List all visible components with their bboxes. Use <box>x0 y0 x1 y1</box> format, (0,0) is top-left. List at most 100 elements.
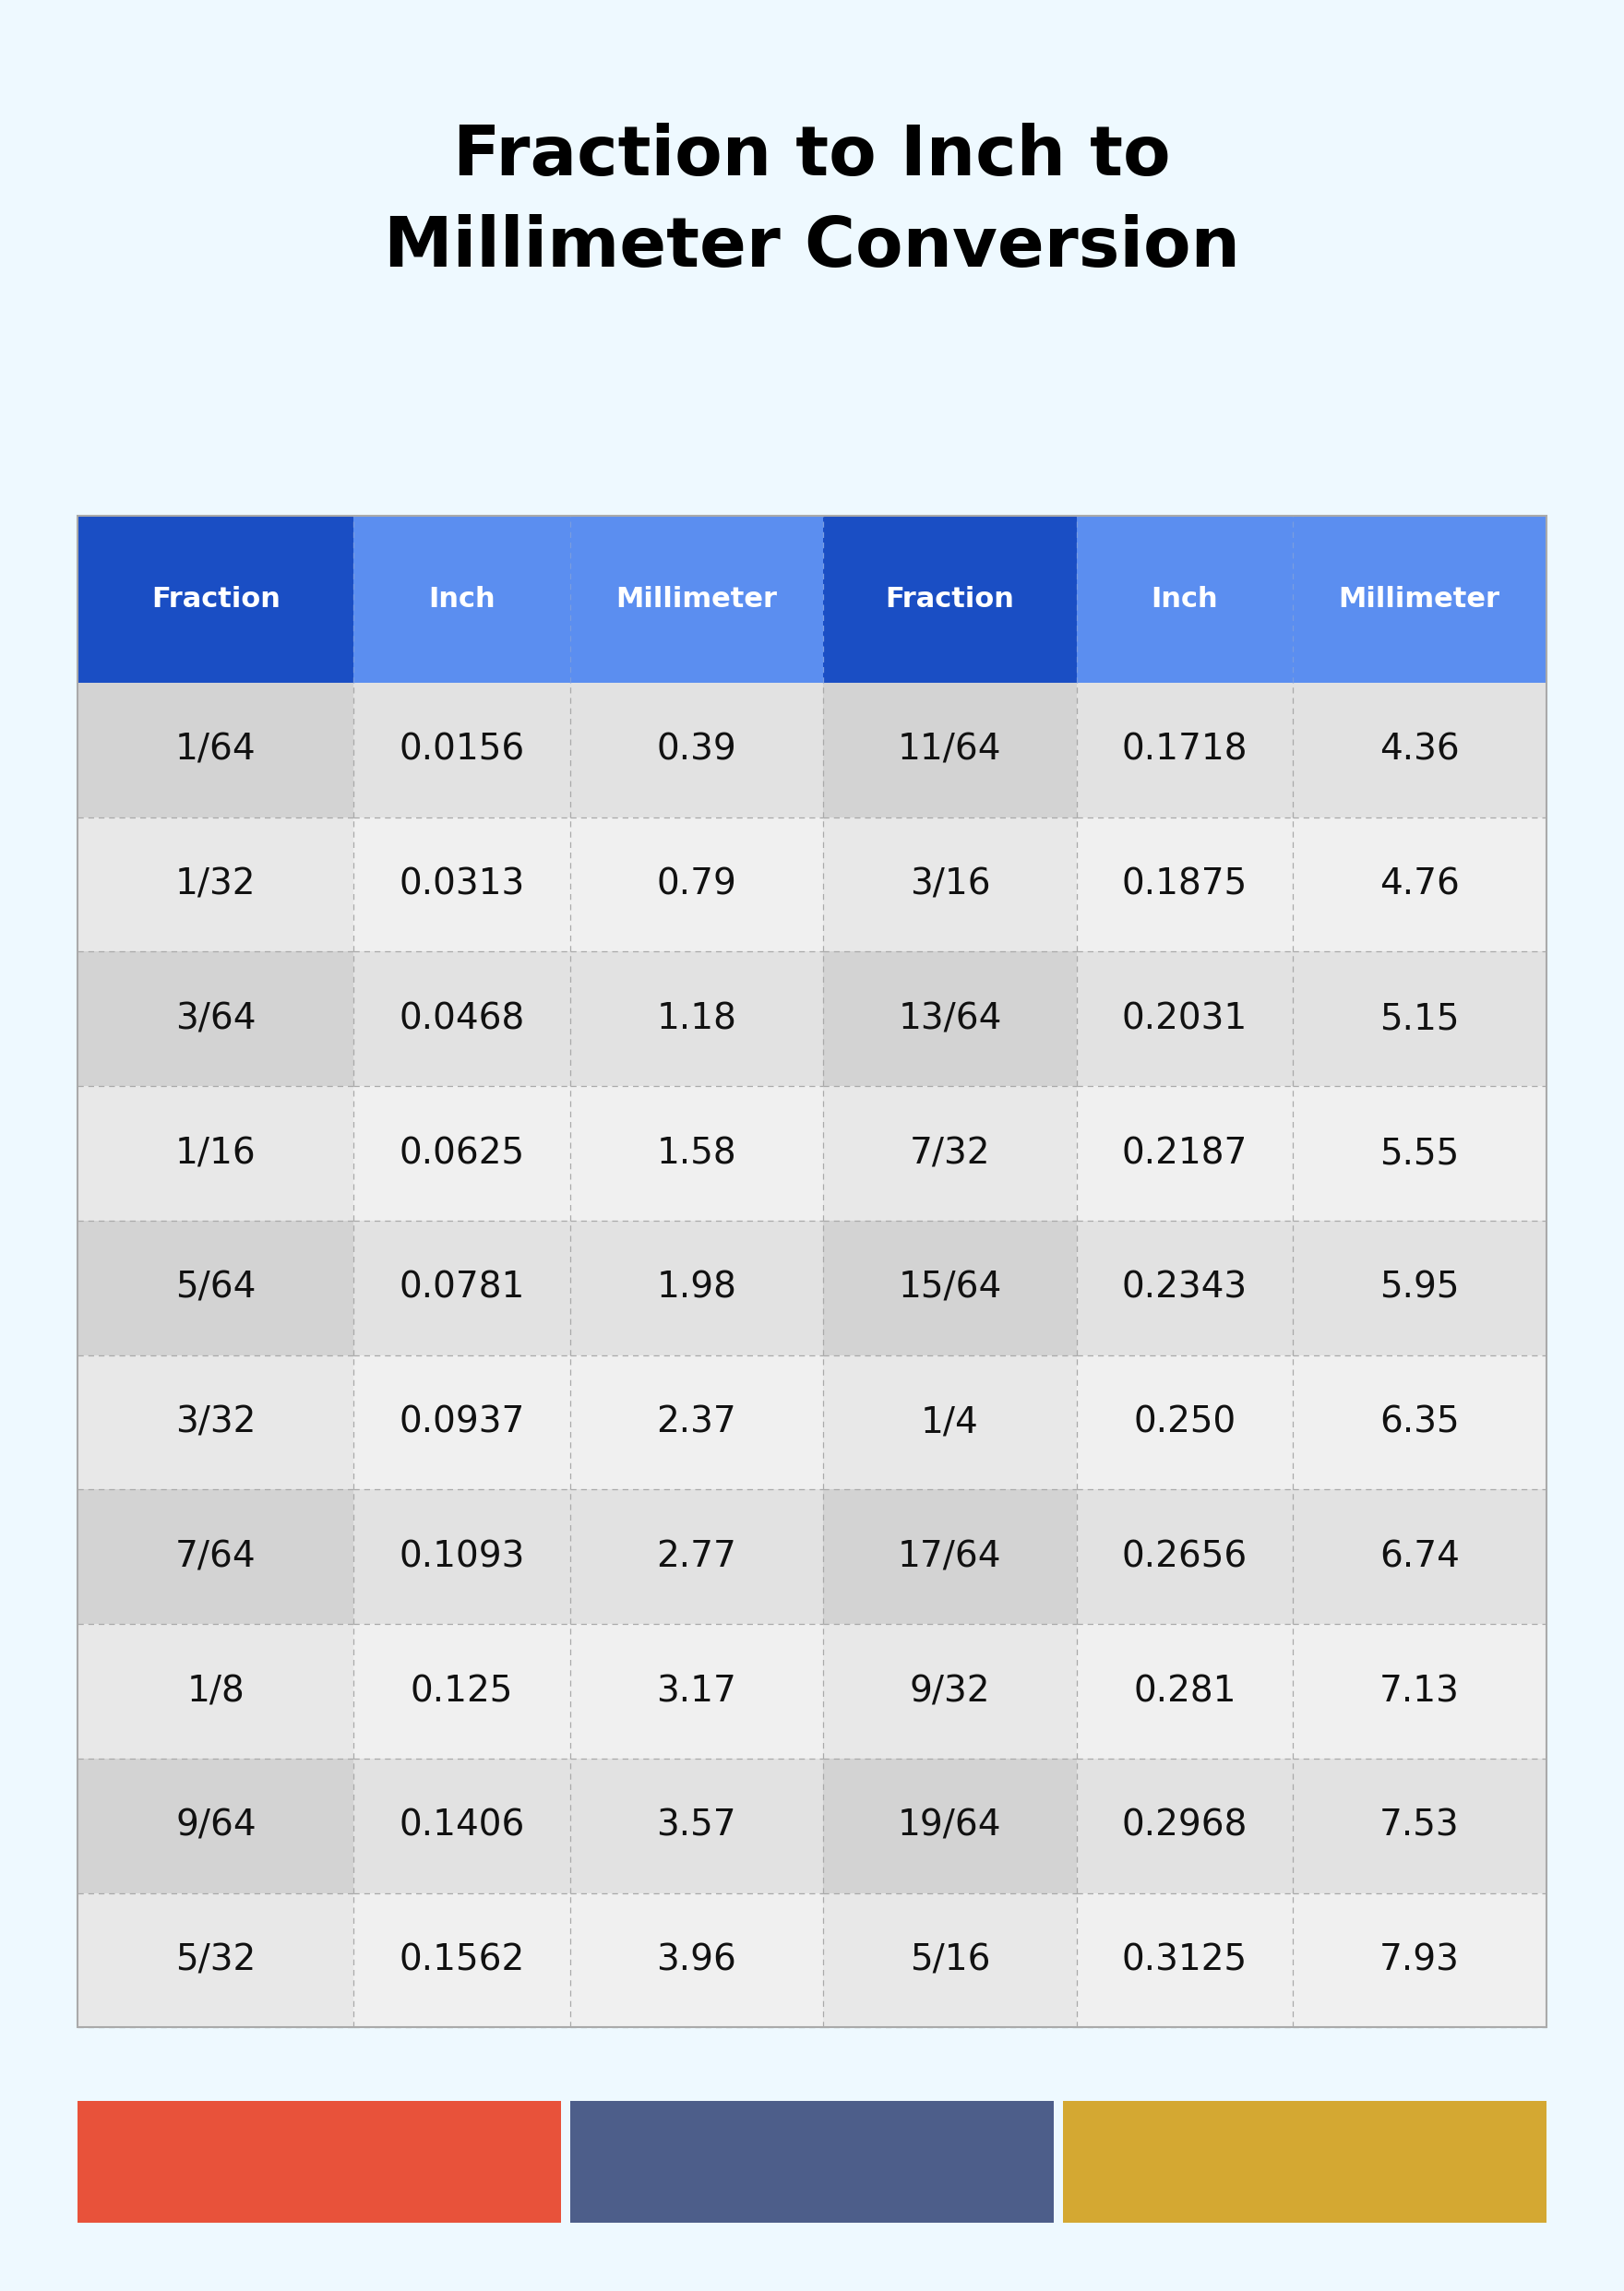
Text: 5/64: 5/64 <box>175 1269 257 1306</box>
Text: 5.15: 5.15 <box>1379 1001 1460 1036</box>
Text: 0.0937: 0.0937 <box>400 1404 525 1441</box>
Bar <box>823 1624 1077 1759</box>
Text: 11/64: 11/64 <box>898 733 1002 767</box>
Bar <box>1077 1354 1293 1489</box>
Bar <box>1293 515 1546 683</box>
Bar <box>354 1759 570 1892</box>
Bar <box>1293 683 1546 818</box>
Bar <box>570 1489 823 1624</box>
Bar <box>1293 1489 1546 1624</box>
Text: 0.0781: 0.0781 <box>400 1269 525 1306</box>
Bar <box>823 1759 1077 1892</box>
Text: 0.125: 0.125 <box>411 1675 513 1709</box>
Text: Millimeter Conversion: Millimeter Conversion <box>383 215 1241 282</box>
Text: 3/32: 3/32 <box>175 1404 257 1441</box>
Bar <box>823 1354 1077 1489</box>
Text: 0.0468: 0.0468 <box>400 1001 525 1036</box>
Bar <box>823 1086 1077 1221</box>
Text: 0.39: 0.39 <box>656 733 737 767</box>
Text: 5.55: 5.55 <box>1379 1136 1458 1171</box>
Text: 3.57: 3.57 <box>656 1808 736 1844</box>
Bar <box>354 1221 570 1354</box>
Bar <box>78 1354 354 1489</box>
Text: 0.1875: 0.1875 <box>1122 866 1247 903</box>
Bar <box>823 515 1077 683</box>
Bar <box>1293 1086 1546 1221</box>
Bar <box>823 1489 1077 1624</box>
Bar <box>1293 1892 1546 2028</box>
Bar <box>570 1759 823 1892</box>
Text: 1.18: 1.18 <box>656 1001 737 1036</box>
Text: 5/32: 5/32 <box>175 1943 257 1977</box>
Bar <box>1064 2101 1546 2222</box>
Bar <box>78 1489 354 1624</box>
Bar <box>570 1086 823 1221</box>
Bar <box>354 1624 570 1759</box>
Text: Fraction: Fraction <box>151 586 281 612</box>
Text: 7.93: 7.93 <box>1379 1943 1460 1977</box>
Bar <box>1077 1624 1293 1759</box>
Bar <box>1077 515 1293 683</box>
Text: 3.17: 3.17 <box>656 1675 737 1709</box>
Text: 0.2968: 0.2968 <box>1122 1808 1247 1844</box>
Bar <box>1077 1086 1293 1221</box>
Text: 3/16: 3/16 <box>909 866 991 903</box>
Text: 0.0313: 0.0313 <box>400 866 525 903</box>
Bar <box>570 1354 823 1489</box>
Bar <box>570 2101 1054 2222</box>
Bar <box>354 951 570 1086</box>
Bar <box>78 683 354 818</box>
Text: 15/64: 15/64 <box>898 1269 1002 1306</box>
Text: Millimeter: Millimeter <box>615 586 778 612</box>
Bar <box>1293 1221 1546 1354</box>
Text: 7.13: 7.13 <box>1379 1675 1460 1709</box>
Bar <box>78 951 354 1086</box>
Bar <box>354 1086 570 1221</box>
Text: 0.1562: 0.1562 <box>400 1943 525 1977</box>
Bar <box>354 1489 570 1624</box>
Text: 1.98: 1.98 <box>656 1269 737 1306</box>
Bar <box>78 515 354 683</box>
Text: 0.3125: 0.3125 <box>1122 1943 1247 1977</box>
Bar <box>1077 683 1293 818</box>
Bar <box>354 1354 570 1489</box>
Bar <box>823 1892 1077 2028</box>
Text: 0.250: 0.250 <box>1134 1404 1236 1441</box>
Text: 1/8: 1/8 <box>187 1675 245 1709</box>
Bar <box>78 1892 354 2028</box>
Text: 9/64: 9/64 <box>175 1808 257 1844</box>
Bar <box>1293 951 1546 1086</box>
Bar <box>570 1221 823 1354</box>
Text: 0.2656: 0.2656 <box>1122 1540 1247 1574</box>
Bar <box>823 683 1077 818</box>
Text: 4.36: 4.36 <box>1379 733 1460 767</box>
Bar <box>570 515 823 683</box>
Text: 9/32: 9/32 <box>909 1675 991 1709</box>
Text: 3.96: 3.96 <box>656 1943 737 1977</box>
Text: 13/64: 13/64 <box>898 1001 1002 1036</box>
Bar <box>823 951 1077 1086</box>
Text: 0.281: 0.281 <box>1134 1675 1236 1709</box>
Bar <box>1077 1759 1293 1892</box>
Bar <box>1293 1624 1546 1759</box>
Text: 0.2343: 0.2343 <box>1122 1269 1247 1306</box>
Bar <box>1077 1489 1293 1624</box>
Bar <box>1293 818 1546 951</box>
Text: 0.79: 0.79 <box>656 866 737 903</box>
Text: 0.1406: 0.1406 <box>400 1808 525 1844</box>
Text: 1/16: 1/16 <box>175 1136 257 1171</box>
Bar <box>1077 1892 1293 2028</box>
Text: 0.2031: 0.2031 <box>1122 1001 1247 1036</box>
Bar <box>1293 1759 1546 1892</box>
Text: 7/64: 7/64 <box>175 1540 257 1574</box>
Bar <box>570 951 823 1086</box>
Text: Fraction: Fraction <box>885 586 1015 612</box>
Text: 0.0156: 0.0156 <box>400 733 525 767</box>
Bar <box>354 1892 570 2028</box>
Text: 0.1093: 0.1093 <box>400 1540 525 1574</box>
Text: 3/64: 3/64 <box>175 1001 257 1036</box>
Bar <box>823 818 1077 951</box>
Text: 7/32: 7/32 <box>909 1136 991 1171</box>
Text: 0.2187: 0.2187 <box>1122 1136 1247 1171</box>
Bar <box>570 1624 823 1759</box>
